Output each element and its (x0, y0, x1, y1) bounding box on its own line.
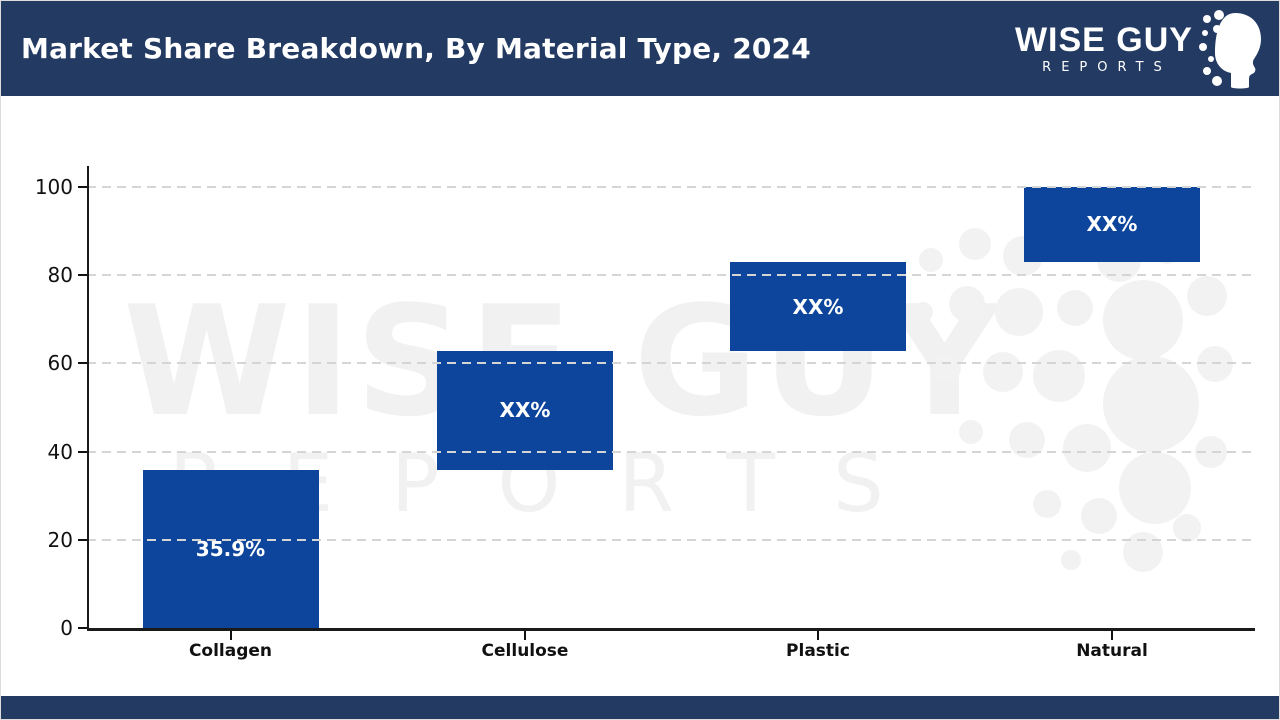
y-axis-line (87, 166, 89, 631)
x-category-label-cellulose: Cellulose (481, 641, 569, 661)
x-category-label-plastic: Plastic (786, 641, 850, 661)
y-tick-label-80: 80 (47, 263, 73, 288)
y-tick-20 (78, 538, 87, 541)
x-tick-plastic (817, 631, 819, 640)
brand-reports-text: REPORTS (1042, 60, 1172, 76)
y-tick-label-100: 100 (34, 175, 73, 199)
x-tick-cellulose (524, 631, 526, 640)
bar-value-label-cellulose: XX% (499, 398, 551, 423)
y-tick-0 (78, 627, 87, 629)
brand-logo: WISE GUY REPORTS (1015, 7, 1263, 91)
x-tick-natural (1111, 631, 1113, 640)
brand-wordmark: WISE GUY (1014, 20, 1193, 59)
x-axis-line (87, 628, 1255, 631)
bar-collagen (142, 469, 319, 628)
x-category-label-natural: Natural (1076, 641, 1148, 661)
page-title: Market Share Breakdown, By Material Type… (21, 32, 811, 65)
y-tick-label-20: 20 (47, 527, 73, 552)
gridline-100 (87, 186, 1254, 188)
bar-plastic (730, 261, 906, 352)
bar-value-label-collagen: 35.9% (195, 536, 266, 561)
brand-face-icon (1199, 10, 1261, 89)
y-tick-label-60: 60 (47, 351, 73, 376)
brand-logo-text: WISE GUY REPORTS (1014, 20, 1193, 76)
y-tick-60 (78, 362, 87, 365)
gridline-40 (87, 450, 1254, 453)
x-category-label-collagen: Collagen (188, 641, 273, 661)
header-bar: Market Share Breakdown, By Material Type… (1, 1, 1279, 96)
gridline-20 (87, 538, 1254, 541)
y-tick-100 (78, 186, 87, 188)
bar-value-label-plastic: XX% (792, 294, 844, 319)
y-tick-80 (78, 274, 87, 277)
y-tick-40 (78, 450, 87, 453)
bar-natural (1024, 187, 1200, 262)
gridline-80 (87, 274, 1254, 277)
bar-cellulose (437, 351, 613, 470)
y-tick-label-40: 40 (47, 439, 73, 464)
gridline-60 (87, 362, 1254, 365)
x-tick-collagen (229, 631, 232, 640)
y-tick-label-0: 0 (60, 616, 73, 640)
footer-bar (1, 696, 1279, 719)
bar-value-label-natural: XX% (1086, 212, 1138, 237)
